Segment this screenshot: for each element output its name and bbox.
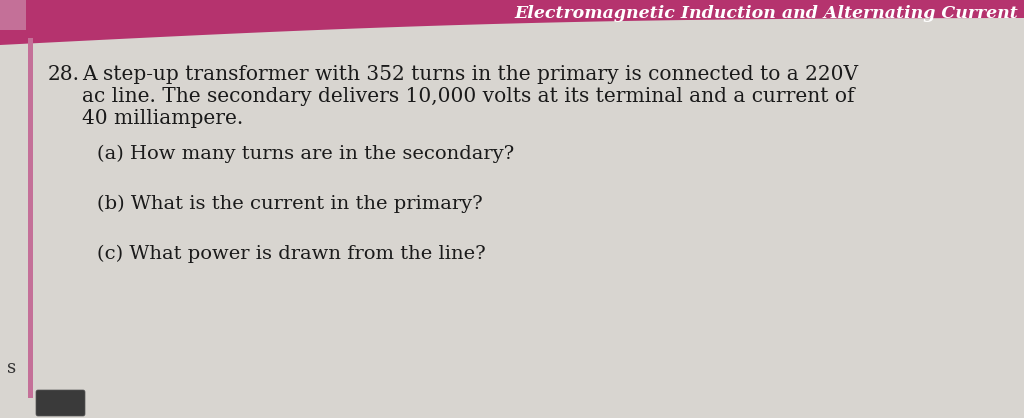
- Text: (b) What is the current in the primary?: (b) What is the current in the primary?: [97, 195, 482, 213]
- Text: (a) How many turns are in the secondary?: (a) How many turns are in the secondary?: [97, 145, 514, 163]
- FancyBboxPatch shape: [28, 38, 33, 398]
- Text: A step-up transformer with 352 turns in the primary is connected to a 220V: A step-up transformer with 352 turns in …: [82, 65, 858, 84]
- Text: ac line. The secondary delivers 10,000 volts at its terminal and a current of: ac line. The secondary delivers 10,000 v…: [82, 87, 854, 106]
- Text: 28.: 28.: [48, 65, 80, 84]
- FancyBboxPatch shape: [0, 0, 26, 30]
- Text: s: s: [7, 359, 16, 377]
- Text: Electromagnetic Induction and Alternating Current: Electromagnetic Induction and Alternatin…: [514, 5, 1018, 21]
- FancyBboxPatch shape: [36, 390, 85, 416]
- PathPatch shape: [0, 0, 1024, 45]
- Text: 40 milliampere.: 40 milliampere.: [82, 109, 244, 128]
- Text: (c) What power is drawn from the line?: (c) What power is drawn from the line?: [97, 245, 485, 263]
